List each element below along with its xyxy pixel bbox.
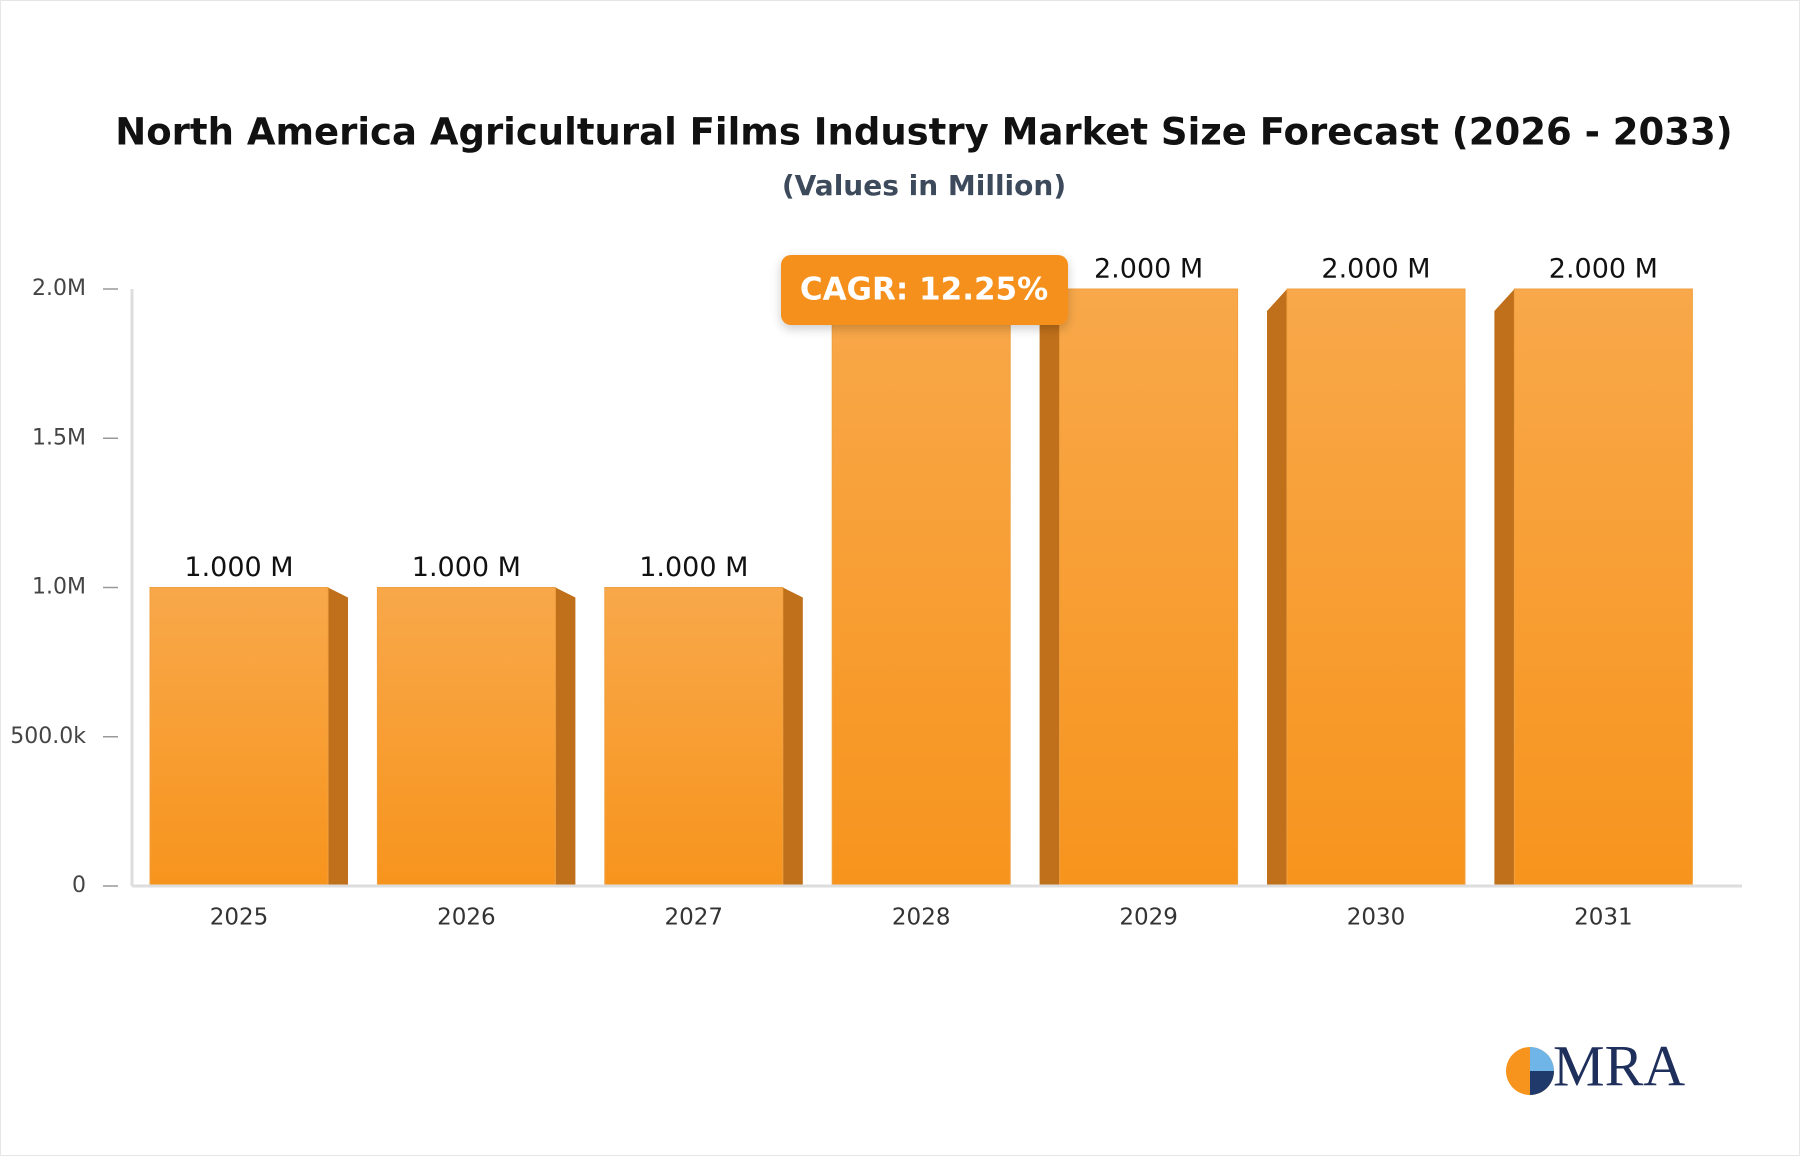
bar [1059, 288, 1239, 887]
chart-title: North America Agricultural Films Industr… [115, 111, 1732, 154]
x-tick-label: 2026 [437, 905, 496, 931]
value-label: 1.000 M [184, 552, 293, 583]
y-tick-label: 500.0k [10, 724, 86, 749]
value-label: 2.000 M [1321, 254, 1430, 285]
value-label: 1.000 M [412, 552, 521, 583]
bar [149, 587, 329, 887]
x-tick-label: 2031 [1574, 905, 1633, 931]
logo-text: MRA [1553, 1033, 1685, 1098]
x-tick-label: 2028 [892, 905, 951, 931]
cagr-badge: CAGR: 12.25% [781, 255, 1068, 325]
bar-side [782, 587, 803, 886]
plot: 0 500.0k 1.0M 1.5M 2.0M 2025 1.000 M 2026 1.000 … [10, 254, 1742, 931]
x-tick-label: 2030 [1347, 905, 1406, 931]
cagr-label: CAGR: 12.25% [800, 272, 1048, 308]
value-label: 2.000 M [1094, 254, 1203, 285]
logo: MRA [1506, 1033, 1685, 1098]
y-tick-label: 1.0M [32, 575, 86, 600]
cagr-badge-box [781, 255, 1068, 325]
x-tick-label: 2029 [1119, 905, 1178, 931]
bar [1286, 288, 1466, 887]
bar [1513, 288, 1693, 887]
value-label: 2.000 M [1549, 254, 1658, 285]
y-tick-label: 0 [72, 873, 86, 898]
x-tick-label: 2025 [210, 905, 269, 931]
bar-side [328, 587, 348, 886]
bar-side [1267, 289, 1287, 886]
bar-side [1039, 289, 1060, 886]
value-label: 1.000 M [639, 552, 748, 583]
bar [376, 587, 556, 887]
bar-side [1494, 289, 1515, 886]
y-tick-label: 1.5M [32, 425, 86, 450]
bar [604, 587, 784, 887]
y-tick-label: 2.0M [32, 276, 86, 301]
logo-icon [1530, 1047, 1554, 1071]
bar [831, 288, 1011, 887]
x-tick-label: 2027 [665, 905, 724, 931]
bar-side [555, 587, 576, 886]
logo-icon [1530, 1071, 1554, 1095]
chart-subtitle: (Values in Million) [782, 169, 1066, 202]
